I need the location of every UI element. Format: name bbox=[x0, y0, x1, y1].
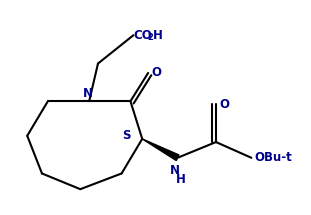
Text: OBu-t: OBu-t bbox=[254, 151, 292, 164]
Text: S: S bbox=[122, 129, 130, 142]
Text: O: O bbox=[151, 66, 161, 80]
Text: 2: 2 bbox=[147, 33, 153, 42]
Text: H: H bbox=[176, 172, 185, 186]
Polygon shape bbox=[142, 139, 179, 161]
Text: H: H bbox=[153, 29, 162, 42]
Text: O: O bbox=[219, 98, 229, 111]
Text: N: N bbox=[83, 87, 93, 100]
Text: N: N bbox=[170, 164, 180, 177]
Text: CO: CO bbox=[133, 29, 152, 42]
